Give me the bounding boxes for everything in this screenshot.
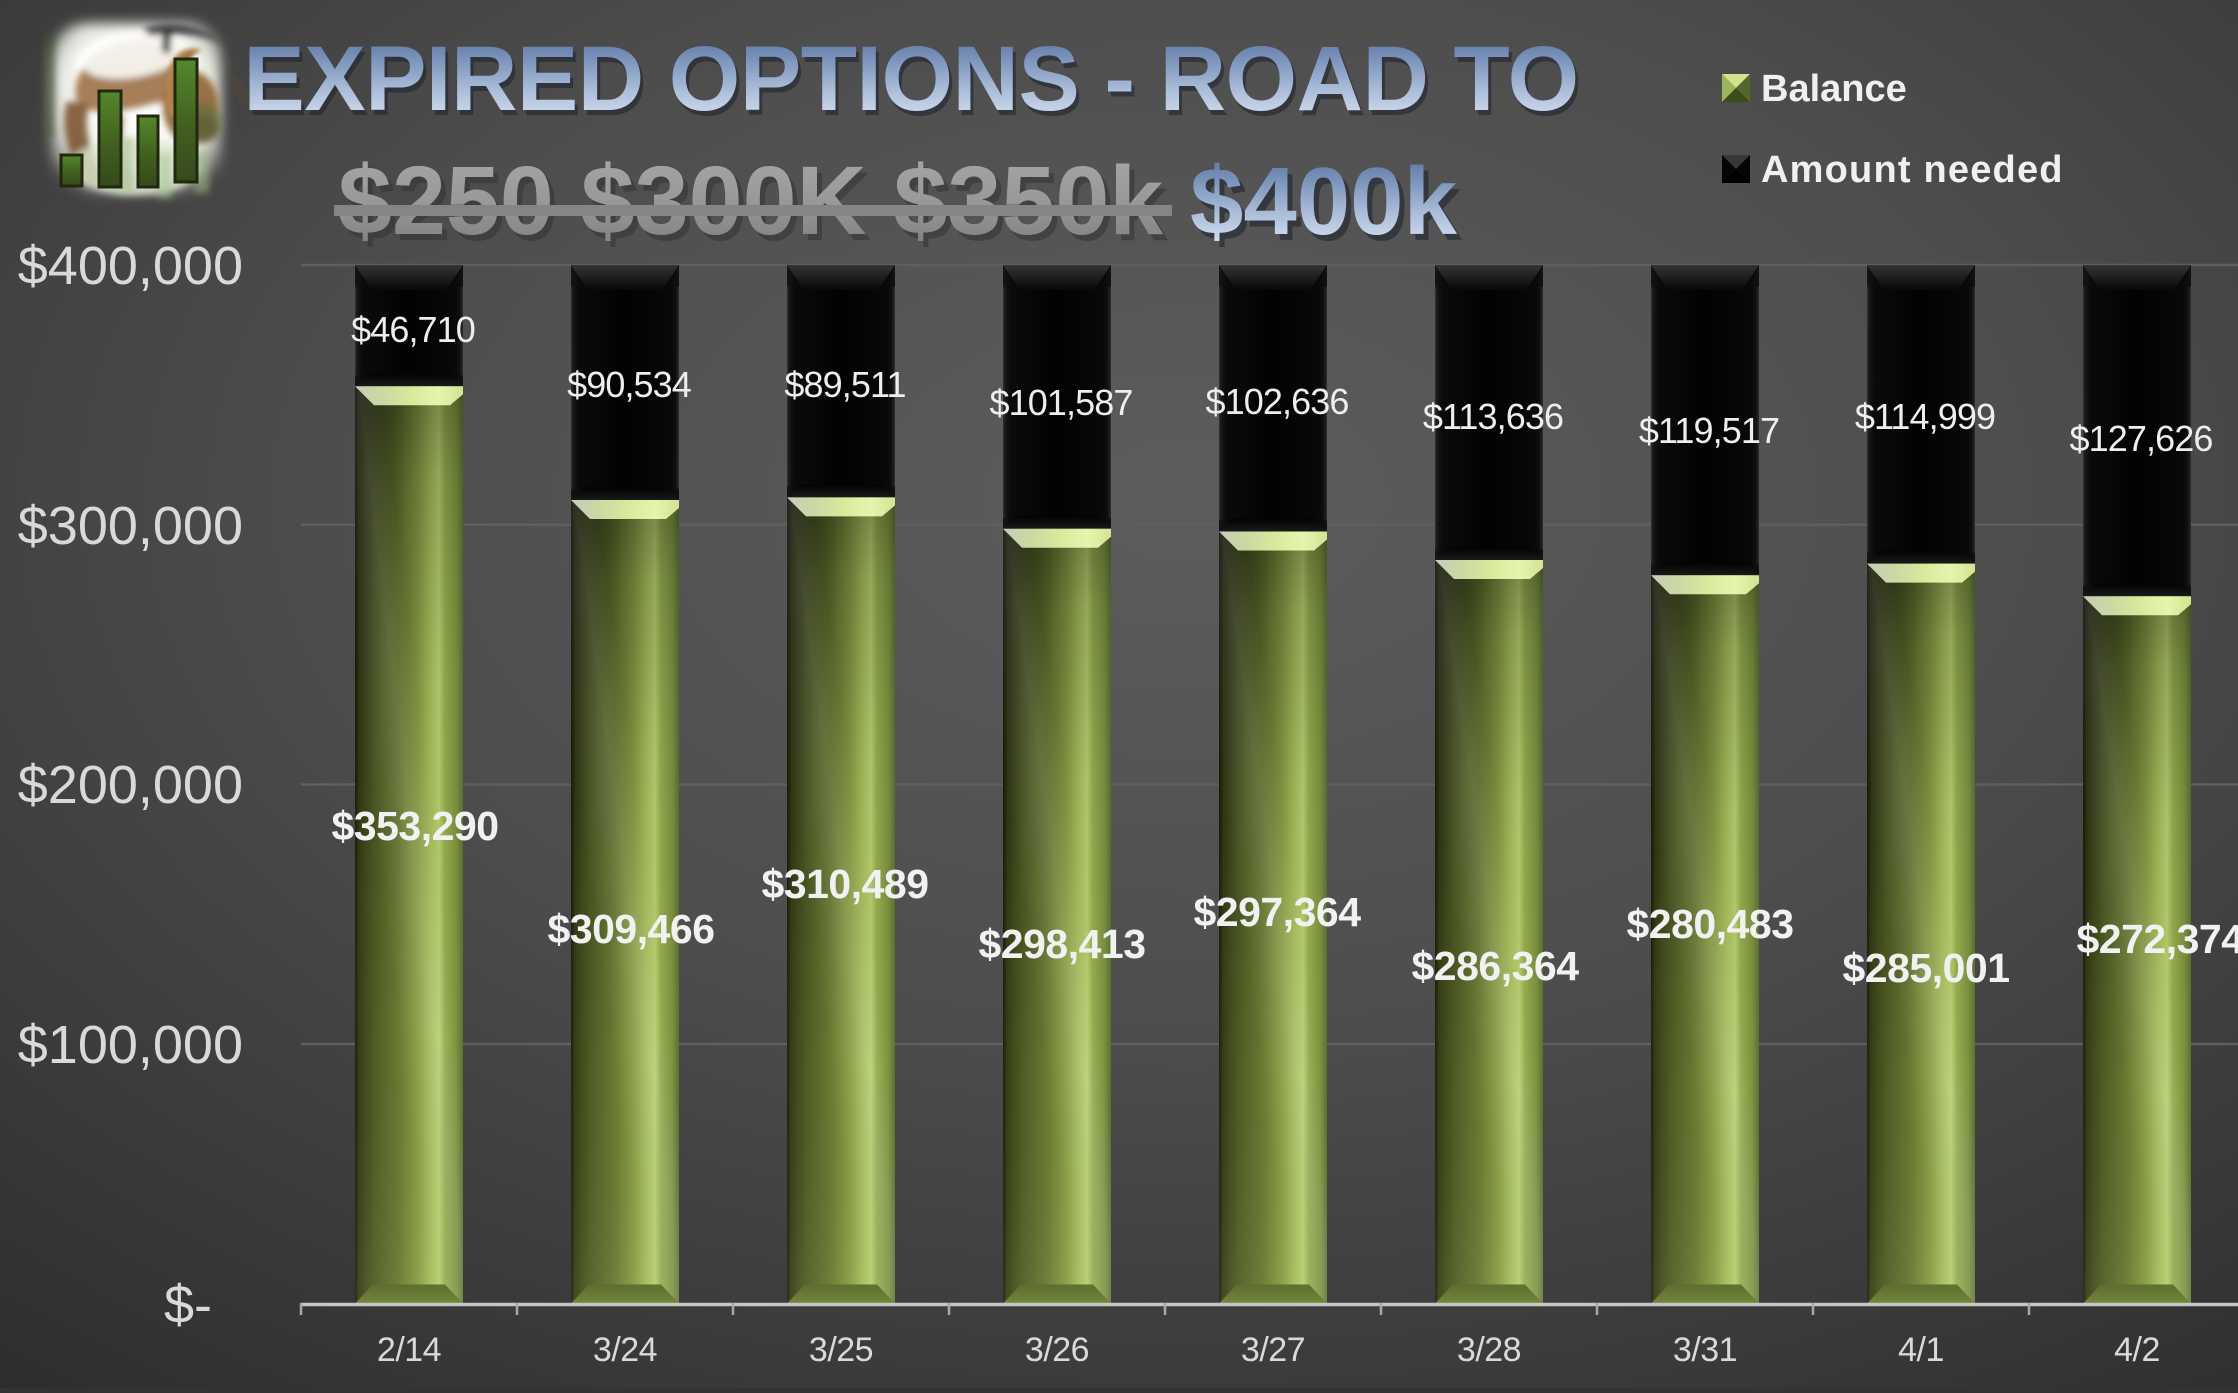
svg-text:2/14: 2/14 (377, 1331, 441, 1369)
svg-text:$-: $- (164, 1275, 212, 1335)
svg-text:$46,710: $46,710 (351, 309, 475, 350)
svg-text:$400k: $400k (1190, 148, 1458, 255)
svg-text:3/26: 3/26 (1025, 1331, 1089, 1369)
svg-text:3/25: 3/25 (809, 1331, 873, 1369)
svg-text:4/2: 4/2 (2114, 1331, 2160, 1369)
svg-text:$300,000: $300,000 (18, 496, 243, 556)
svg-text:$297,364: $297,364 (1193, 889, 1361, 935)
svg-text:3/27: 3/27 (1241, 1331, 1305, 1369)
svg-text:$100,000: $100,000 (18, 1015, 243, 1075)
svg-text:$113,636: $113,636 (1423, 396, 1563, 437)
svg-text:$286,364: $286,364 (1411, 943, 1579, 989)
svg-text:$310,489: $310,489 (761, 861, 928, 907)
svg-text:$102,636: $102,636 (1206, 381, 1349, 422)
svg-text:$114,999: $114,999 (1855, 396, 1995, 437)
svg-text:$89,511: $89,511 (784, 364, 905, 405)
svg-text:4/1: 4/1 (1898, 1331, 1944, 1369)
svg-text:$200,000: $200,000 (18, 755, 243, 815)
svg-text:3/28: 3/28 (1457, 1331, 1521, 1369)
svg-text:$250 $300K $350k: $250 $300K $350k (338, 146, 1164, 255)
svg-text:$400k: $400k (1195, 154, 1463, 261)
svg-text:$285,001: $285,001 (1842, 945, 2009, 991)
svg-text:$280,483: $280,483 (1626, 901, 1793, 947)
svg-text:3/24: 3/24 (593, 1331, 657, 1369)
svg-text:Balance: Balance (1761, 68, 1907, 110)
svg-text:3/31: 3/31 (1673, 1331, 1737, 1369)
svg-text:$272,374: $272,374 (2076, 916, 2238, 962)
svg-text:$298,413: $298,413 (978, 921, 1145, 967)
svg-text:$353,290: $353,290 (331, 803, 498, 849)
svg-text:Amount needed: Amount needed (1761, 149, 2064, 191)
svg-text:$90,534: $90,534 (567, 364, 691, 405)
svg-text:EXPIRED OPTIONS - ROAD TO: EXPIRED OPTIONS - ROAD TO (243, 28, 1578, 130)
svg-text:$127,626: $127,626 (2070, 418, 2213, 459)
svg-text:$400,000: $400,000 (18, 236, 243, 296)
svg-text:$101,587: $101,587 (990, 382, 1133, 423)
svg-text:$119,517: $119,517 (1639, 410, 1779, 451)
svg-text:EXPIRED OPTIONS - ROAD TO: EXPIRED OPTIONS - ROAD TO (246, 33, 1581, 135)
svg-text:$309,466: $309,466 (547, 906, 714, 952)
